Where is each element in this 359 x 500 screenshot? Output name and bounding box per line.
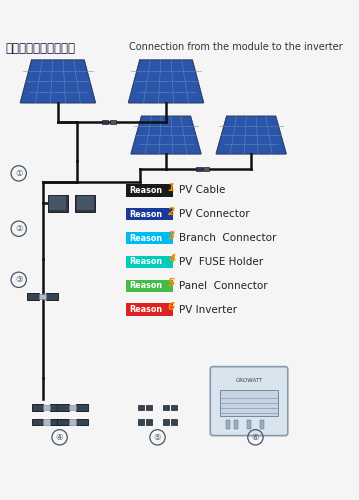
- FancyBboxPatch shape: [126, 280, 173, 292]
- Text: Reason: Reason: [129, 186, 163, 195]
- Text: Panel  Connector: Panel Connector: [179, 281, 267, 291]
- Text: PV  FUSE Holder: PV FUSE Holder: [179, 257, 263, 267]
- Bar: [39, 294, 46, 300]
- Bar: [50, 196, 66, 210]
- Text: ②: ②: [15, 224, 23, 233]
- Bar: [27, 294, 39, 300]
- Bar: [234, 420, 238, 429]
- Polygon shape: [131, 116, 201, 154]
- Text: Connection from the module to the inverter: Connection from the module to the invert…: [129, 42, 343, 52]
- Bar: [138, 405, 144, 410]
- Bar: [50, 404, 62, 411]
- Bar: [196, 167, 202, 171]
- FancyBboxPatch shape: [126, 256, 173, 268]
- Text: Branch  Connector: Branch Connector: [179, 233, 276, 243]
- Bar: [146, 420, 151, 424]
- Text: 3: 3: [168, 230, 175, 240]
- Bar: [50, 418, 62, 426]
- Text: PV Cable: PV Cable: [179, 186, 225, 196]
- Text: Reason: Reason: [129, 305, 163, 314]
- Polygon shape: [216, 116, 286, 154]
- Text: 1: 1: [168, 183, 175, 193]
- Text: PV Connector: PV Connector: [179, 209, 250, 219]
- Bar: [110, 120, 116, 124]
- Text: ⑥: ⑥: [252, 433, 259, 442]
- Bar: [225, 420, 230, 429]
- Bar: [76, 404, 88, 411]
- Text: ④: ④: [56, 433, 63, 442]
- Text: ⑤: ⑤: [154, 433, 161, 442]
- Bar: [171, 405, 177, 410]
- FancyBboxPatch shape: [210, 366, 288, 436]
- FancyBboxPatch shape: [126, 304, 173, 316]
- Bar: [57, 404, 69, 411]
- Text: Reason: Reason: [129, 282, 163, 290]
- Text: ①: ①: [15, 169, 23, 178]
- Bar: [146, 405, 151, 410]
- Polygon shape: [129, 60, 204, 102]
- FancyBboxPatch shape: [126, 208, 173, 220]
- Text: PV Inverter: PV Inverter: [179, 304, 237, 314]
- Text: Reason: Reason: [129, 234, 163, 242]
- Bar: [138, 420, 144, 424]
- Bar: [247, 420, 251, 429]
- Text: 2: 2: [168, 206, 175, 216]
- Text: 5: 5: [168, 278, 175, 288]
- Bar: [102, 120, 108, 124]
- Bar: [75, 194, 95, 212]
- Bar: [32, 404, 43, 411]
- Text: 从组件到逆变器的连接: 从组件到逆变器的连接: [5, 42, 75, 56]
- Text: 4: 4: [168, 254, 175, 264]
- Bar: [171, 420, 177, 424]
- Bar: [76, 196, 94, 210]
- Text: Reason: Reason: [129, 258, 163, 266]
- FancyBboxPatch shape: [126, 184, 173, 196]
- Bar: [220, 390, 279, 416]
- Bar: [46, 294, 58, 300]
- Text: GROWATT: GROWATT: [236, 378, 263, 383]
- Text: 6: 6: [168, 302, 175, 312]
- FancyBboxPatch shape: [126, 232, 173, 244]
- Bar: [57, 418, 69, 426]
- Text: ③: ③: [15, 276, 23, 284]
- Polygon shape: [20, 60, 95, 102]
- Bar: [260, 420, 264, 429]
- Bar: [43, 405, 50, 410]
- Bar: [69, 405, 76, 410]
- Bar: [69, 420, 76, 424]
- Bar: [48, 194, 68, 212]
- Bar: [204, 167, 209, 171]
- Text: Reason: Reason: [129, 210, 163, 218]
- Bar: [32, 418, 43, 426]
- Bar: [43, 420, 50, 424]
- Bar: [163, 420, 169, 424]
- Bar: [163, 405, 169, 410]
- Bar: [76, 418, 88, 426]
